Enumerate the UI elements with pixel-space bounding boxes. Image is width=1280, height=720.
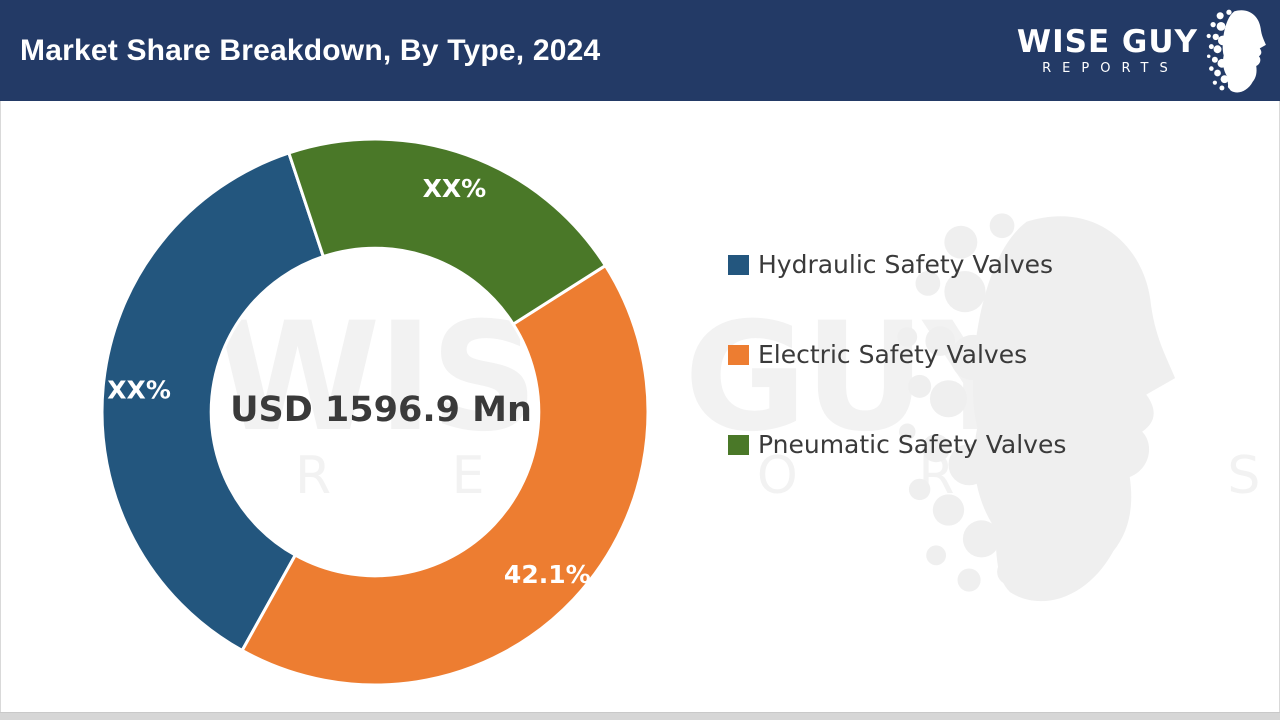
- slice-label-hydraulic-safety-valves: XX%: [107, 375, 171, 404]
- pie-segment-hydraulic-safety-valves: [100, 151, 325, 652]
- legend-item-electric: Electric Safety Valves: [728, 340, 1066, 369]
- footer-bar: [0, 712, 1280, 720]
- legend-item-label: Pneumatic Safety Valves: [758, 430, 1067, 459]
- pie-segment-pneumatic-safety-valves: [287, 137, 607, 326]
- page-title: Market Share Breakdown, By Type, 2024: [20, 33, 601, 67]
- logo-subtitle: REPORTS: [1042, 61, 1179, 77]
- logo-face-icon: [1206, 9, 1266, 92]
- legend-item-pneumatic: Pneumatic Safety Valves: [728, 430, 1066, 459]
- header-bar: Market Share Breakdown, By Type, 2024 WI…: [0, 0, 1280, 101]
- legend-item-label: Hydraulic Safety Valves: [758, 250, 1054, 279]
- legend-swatch-electric: [728, 344, 749, 365]
- legend-item-label: Electric Safety Valves: [758, 340, 1028, 369]
- wise-guy-logo: WISE GUY REPORTS: [1017, 5, 1272, 97]
- slice-label-pneumatic-safety-valves: XX%: [423, 174, 487, 203]
- legend-item-hydraulic: Hydraulic Safety Valves: [728, 250, 1066, 279]
- legend-swatch-pneumatic: [728, 434, 749, 455]
- logo-wordmark: WISE GUY: [1016, 23, 1198, 60]
- logo-text: WISE GUY REPORTS: [1017, 25, 1198, 76]
- donut-center-value: USD 1596.9 Mn: [230, 390, 532, 430]
- chart-legend: Hydraulic Safety Valves Electric Safety …: [728, 250, 1066, 459]
- pie-segment-electric-safety-valves: [240, 264, 650, 687]
- slice-label-electric-safety-valves: 42.1%: [504, 560, 591, 589]
- legend-swatch-hydraulic: [728, 254, 749, 275]
